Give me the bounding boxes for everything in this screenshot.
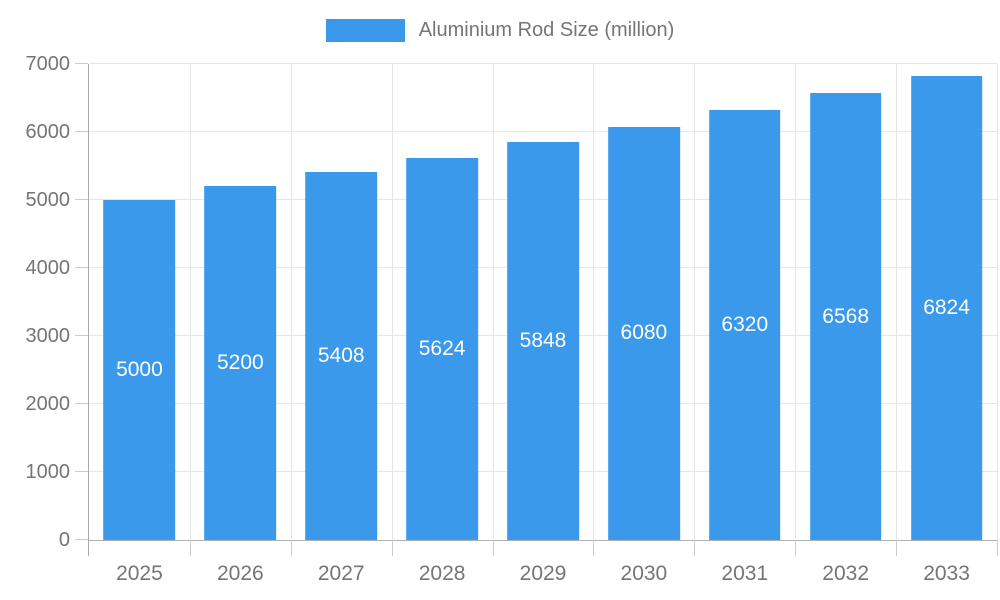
- legend-swatch: [325, 19, 405, 42]
- x-gridline: [189, 64, 191, 540]
- y-axis-label: 6000: [25, 121, 71, 143]
- y-axis-label: 4000: [25, 257, 71, 279]
- x-axis-label: 2033: [923, 562, 970, 585]
- bar-value-label: 6824: [923, 295, 970, 319]
- bar-value-label: 5000: [116, 358, 163, 381]
- bar-value-label: 6568: [822, 304, 870, 328]
- x-axis-label: 2028: [418, 562, 466, 585]
- y-axis-label: 1000: [25, 461, 71, 483]
- x-axis-tick: [694, 540, 696, 556]
- y-axis-label: 0: [58, 529, 70, 551]
- bar-value-label: 5848: [519, 329, 567, 353]
- y-axis-tick: [75, 335, 88, 336]
- y-axis-label: 7000: [25, 53, 71, 75]
- x-axis-label: 2027: [317, 562, 365, 585]
- y-axis-label: 2000: [25, 393, 71, 415]
- x-axis-label: 2026: [216, 562, 264, 585]
- x-gridline: [795, 64, 797, 540]
- x-axis-tick: [593, 540, 595, 556]
- x-gridline: [290, 64, 292, 540]
- bar-2027[interactable]: 5408: [305, 172, 378, 540]
- y-axis-tick: [75, 403, 88, 404]
- x-axis-label: 2025: [116, 562, 163, 585]
- y-axis-tick: [75, 131, 88, 132]
- bar-2031[interactable]: 6320: [708, 110, 781, 540]
- x-gridline: [694, 64, 696, 540]
- bar-2025[interactable]: 5000: [103, 200, 176, 540]
- y-axis-label: 3000: [25, 325, 71, 347]
- x-gridline: [391, 64, 393, 540]
- y-axis-label: 5000: [25, 189, 71, 211]
- x-gridline: [997, 64, 998, 540]
- bar-value-label: 6320: [721, 313, 769, 337]
- y-axis-tick: [75, 63, 88, 64]
- bar-2032[interactable]: 6568: [809, 93, 882, 540]
- plot-area: 0 1000 2000 3000 4000 5000 6000 7000 5000 2025 520…: [26, 54, 998, 585]
- x-gridline: [896, 64, 898, 540]
- x-axis-tick: [290, 540, 292, 556]
- y-axis-tick: [75, 471, 88, 472]
- y-gridline: [89, 63, 997, 64]
- bar-2030[interactable]: 6080: [608, 126, 680, 540]
- y-axis-tick: [75, 199, 88, 200]
- x-axis-tick: [391, 540, 393, 556]
- x-axis-tick: [896, 540, 898, 556]
- x-axis-tick: [189, 540, 191, 556]
- x-axis-tick: [492, 540, 494, 556]
- legend: Aluminium Rod Size (million): [0, 19, 1000, 42]
- bar-value-label: 5200: [216, 351, 264, 375]
- y-gridline: [89, 131, 997, 132]
- y-axis-tick: [75, 539, 88, 540]
- bar-value-label: 5408: [317, 344, 365, 368]
- bar-2026[interactable]: 5200: [204, 186, 277, 540]
- x-axis-tick: [795, 540, 797, 556]
- y-axis-tick: [75, 267, 88, 268]
- legend-label: Aluminium Rod Size (million): [418, 19, 675, 41]
- bar-value-label: 5624: [418, 336, 466, 360]
- x-gridline: [593, 64, 595, 540]
- x-axis-label: 2029: [519, 562, 567, 585]
- bar-2033[interactable]: 6824: [910, 75, 983, 540]
- x-gridline: [492, 64, 494, 540]
- x-axis-label: 2032: [822, 562, 870, 585]
- x-axis-label: 2031: [721, 562, 769, 585]
- x-axis-tick: [88, 540, 89, 556]
- x-axis-tick: [997, 540, 998, 556]
- bar-value-label: 6080: [620, 321, 668, 345]
- bar-2029[interactable]: 5848: [507, 142, 579, 540]
- bar-2028[interactable]: 5624: [406, 157, 478, 540]
- x-axis-label: 2030: [620, 562, 668, 585]
